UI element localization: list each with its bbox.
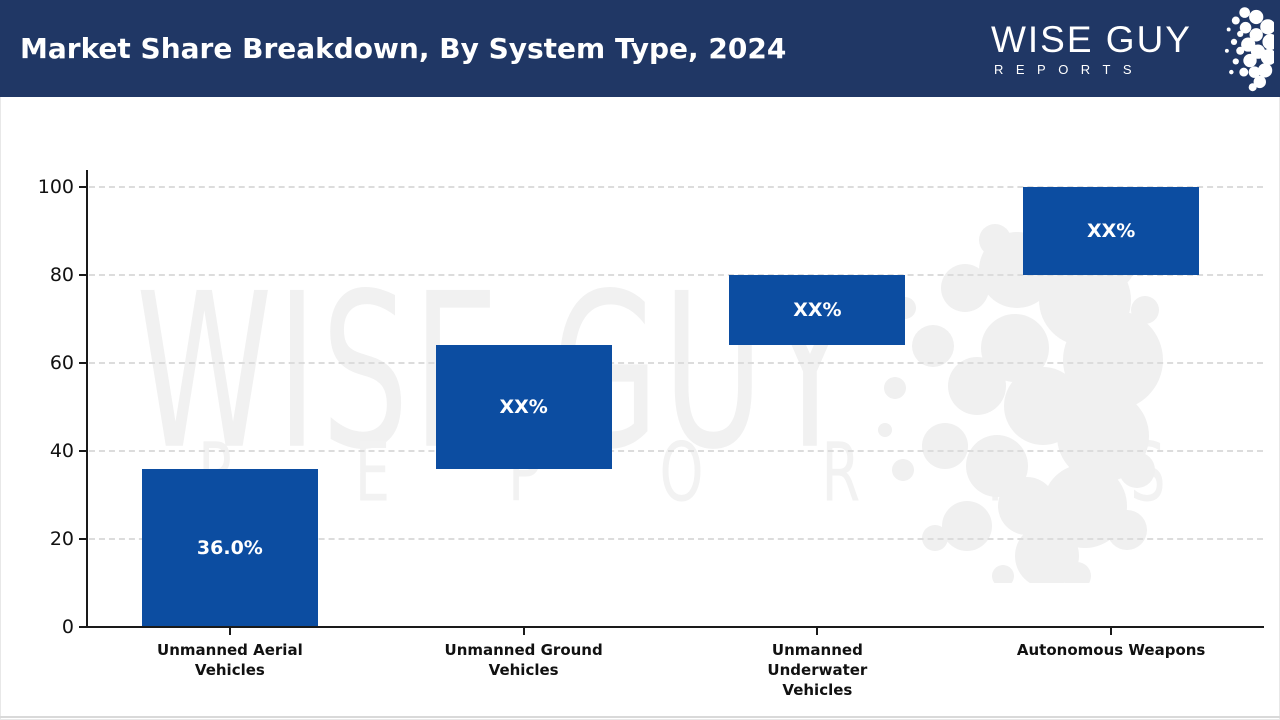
wise-guy-reports-logo: WISE GUY REPORTS: [991, 3, 1274, 95]
x-category-label-line: Autonomous Weapons: [1016, 641, 1206, 659]
y-tick-label: 60: [49, 352, 74, 374]
header-banner: Market Share Breakdown, By System Type, …: [0, 0, 1280, 97]
x-category-label-line: Unmanned Aerial: [157, 641, 303, 659]
y-tick-mark: [79, 362, 87, 364]
logo-head-icon: [1224, 7, 1274, 92]
y-tick-mark: [79, 274, 87, 276]
y-axis-line: [86, 170, 88, 628]
logo-wordmark: WISE GUY: [990, 19, 1192, 60]
y-tick-mark: [79, 626, 87, 628]
y-tick-label: 80: [49, 264, 74, 286]
gridline: [89, 450, 1263, 452]
bar-value-label: XX%: [499, 395, 548, 418]
y-tick-label: 20: [49, 528, 74, 550]
x-category-label: Unmanned Underwater Vehicles: [702, 640, 932, 700]
bottom-border-line: [0, 716, 1280, 718]
x-category-label-line: Vehicles: [194, 661, 265, 679]
bar-value-label: XX%: [1086, 220, 1136, 242]
y-tick-mark: [79, 186, 87, 188]
x-category-label: Autonomous Weapons: [996, 640, 1226, 660]
x-category-label: Unmanned Aerial Vehicles: [115, 640, 345, 680]
x-category-label-line: Vehicles: [782, 681, 853, 699]
y-tick-mark: [79, 450, 87, 452]
x-tick-mark: [522, 628, 525, 635]
x-category-label-line: Unmanned: [771, 641, 863, 659]
x-category-label: Unmanned Ground Vehicles: [409, 640, 639, 680]
bar-value-label: XX%: [793, 299, 842, 322]
y-tick-label: 0: [61, 616, 74, 638]
x-tick-mark: [228, 628, 231, 635]
logo-subtitle: REPORTS: [993, 62, 1145, 77]
gridline: [89, 186, 1263, 188]
bar-value-label: 36.0%: [196, 536, 263, 559]
y-tick-mark: [79, 538, 87, 540]
x-tick-mark: [816, 628, 819, 635]
x-category-label-line: Unmanned Ground: [444, 641, 603, 659]
x-axis-line: [86, 626, 1264, 628]
y-tick-label: 40: [49, 440, 74, 462]
gridline: [89, 538, 1263, 540]
gridline: [89, 362, 1263, 364]
x-tick-mark: [1110, 628, 1113, 635]
gridline: [89, 274, 1263, 276]
y-tick-label: 100: [37, 176, 74, 198]
bar: XX%: [729, 275, 906, 346]
bar: XX%: [435, 345, 612, 469]
x-category-label-line: Vehicles: [488, 661, 559, 679]
page-title: Market Share Breakdown, By System Type, …: [20, 32, 787, 65]
watermark-head-icon: [878, 224, 1163, 583]
x-category-label-line: Underwater: [767, 661, 868, 679]
bar: 36.0%: [141, 468, 318, 627]
logo-text: WISE GUY REPORTS: [991, 21, 1192, 77]
bar: XX%: [1023, 187, 1200, 275]
